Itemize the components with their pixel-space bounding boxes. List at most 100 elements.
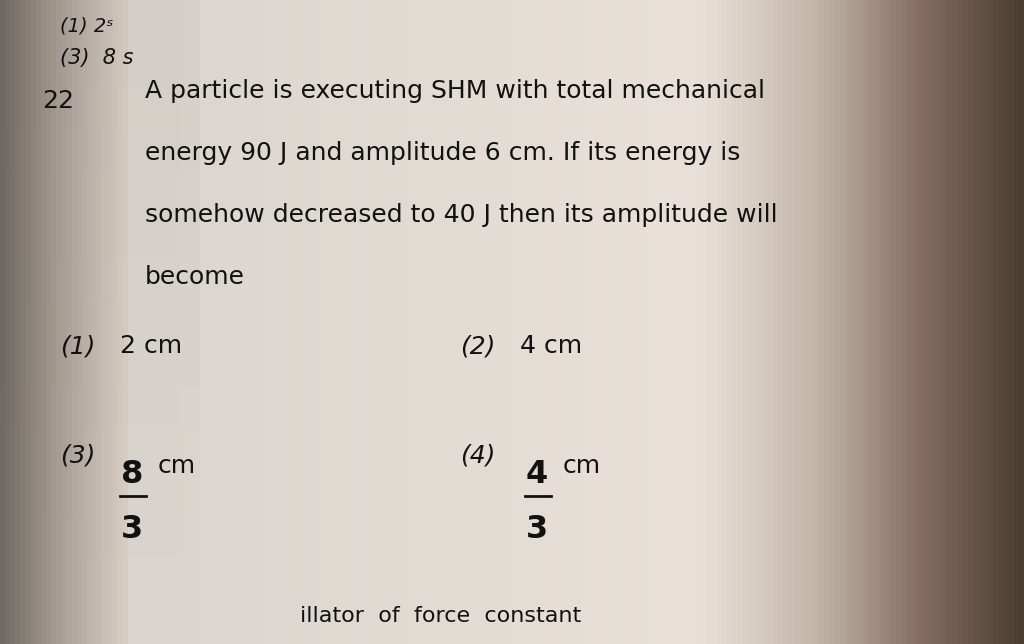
Bar <box>548 0 554 644</box>
Bar <box>840 0 846 644</box>
Bar <box>870 0 877 644</box>
Bar <box>210 0 216 644</box>
Bar <box>1014 0 1020 644</box>
Bar <box>67 0 73 644</box>
Bar <box>0 601 200 644</box>
Bar <box>579 0 585 644</box>
Bar <box>0 430 200 472</box>
Bar <box>445 0 452 644</box>
Bar <box>251 0 257 644</box>
Bar <box>824 0 830 644</box>
Bar <box>77 0 83 644</box>
Bar <box>0 172 200 214</box>
Bar <box>148 0 155 644</box>
Bar <box>988 0 994 644</box>
Bar <box>584 0 590 644</box>
Bar <box>0 515 200 558</box>
Bar <box>927 0 933 644</box>
Bar <box>205 0 211 644</box>
Bar <box>876 0 882 644</box>
Bar <box>241 0 247 644</box>
Bar <box>507 0 513 644</box>
Bar <box>481 0 487 644</box>
Bar <box>891 0 897 644</box>
Bar <box>896 0 902 644</box>
Bar <box>225 0 231 644</box>
Bar <box>404 0 411 644</box>
Bar <box>671 0 677 644</box>
Bar <box>0 386 200 430</box>
Bar <box>983 0 989 644</box>
Bar <box>645 0 651 644</box>
Bar <box>732 0 738 644</box>
Bar <box>737 0 743 644</box>
Bar <box>10 0 16 644</box>
Bar <box>0 43 200 86</box>
Bar <box>56 0 62 644</box>
Text: somehow decreased to 40 J then its amplitude will: somehow decreased to 40 J then its ampli… <box>145 203 777 227</box>
Bar <box>384 0 390 644</box>
Text: 22: 22 <box>42 89 74 113</box>
Bar <box>763 0 769 644</box>
Bar <box>753 0 759 644</box>
Bar <box>297 0 303 644</box>
Bar <box>195 0 201 644</box>
Bar <box>420 0 426 644</box>
Bar <box>517 0 523 644</box>
Bar <box>46 0 52 644</box>
Bar <box>471 0 477 644</box>
Text: 4: 4 <box>526 459 548 490</box>
Bar <box>512 0 518 644</box>
Text: cm: cm <box>563 454 601 478</box>
Bar <box>594 0 600 644</box>
Bar <box>650 0 656 644</box>
Bar <box>768 0 774 644</box>
Bar <box>998 0 1005 644</box>
Bar <box>635 0 641 644</box>
Bar <box>82 0 88 644</box>
Bar <box>276 0 283 644</box>
Bar <box>522 0 528 644</box>
Text: 2 cm: 2 cm <box>120 334 182 358</box>
Bar <box>701 0 708 644</box>
Bar <box>814 0 820 644</box>
Bar <box>963 0 969 644</box>
Text: become: become <box>145 265 245 289</box>
Bar <box>302 0 308 644</box>
Bar <box>916 0 923 644</box>
Bar <box>466 0 472 644</box>
Bar <box>794 0 800 644</box>
Bar <box>15 0 22 644</box>
Bar <box>829 0 836 644</box>
Bar <box>625 0 631 644</box>
Bar <box>860 0 866 644</box>
Bar <box>123 0 129 644</box>
Bar <box>497 0 503 644</box>
Bar <box>978 0 984 644</box>
Bar <box>502 0 508 644</box>
Bar <box>0 214 200 258</box>
Bar <box>993 0 999 644</box>
Bar <box>184 0 190 644</box>
Bar <box>573 0 580 644</box>
Bar <box>937 0 943 644</box>
Bar <box>0 0 6 644</box>
Bar <box>394 0 400 644</box>
Bar <box>527 0 534 644</box>
Bar <box>200 0 206 644</box>
Bar <box>430 0 436 644</box>
Text: illator  of  force  constant: illator of force constant <box>300 606 582 626</box>
Text: (2): (2) <box>460 334 496 358</box>
Bar <box>261 0 267 644</box>
Bar <box>282 0 288 644</box>
Bar <box>0 472 200 515</box>
Bar <box>118 0 124 644</box>
Bar <box>159 0 165 644</box>
Bar <box>256 0 262 644</box>
Bar <box>154 0 160 644</box>
Bar <box>778 0 784 644</box>
Bar <box>609 0 615 644</box>
Bar <box>0 301 200 343</box>
Bar <box>61 0 68 644</box>
Bar <box>0 558 200 601</box>
